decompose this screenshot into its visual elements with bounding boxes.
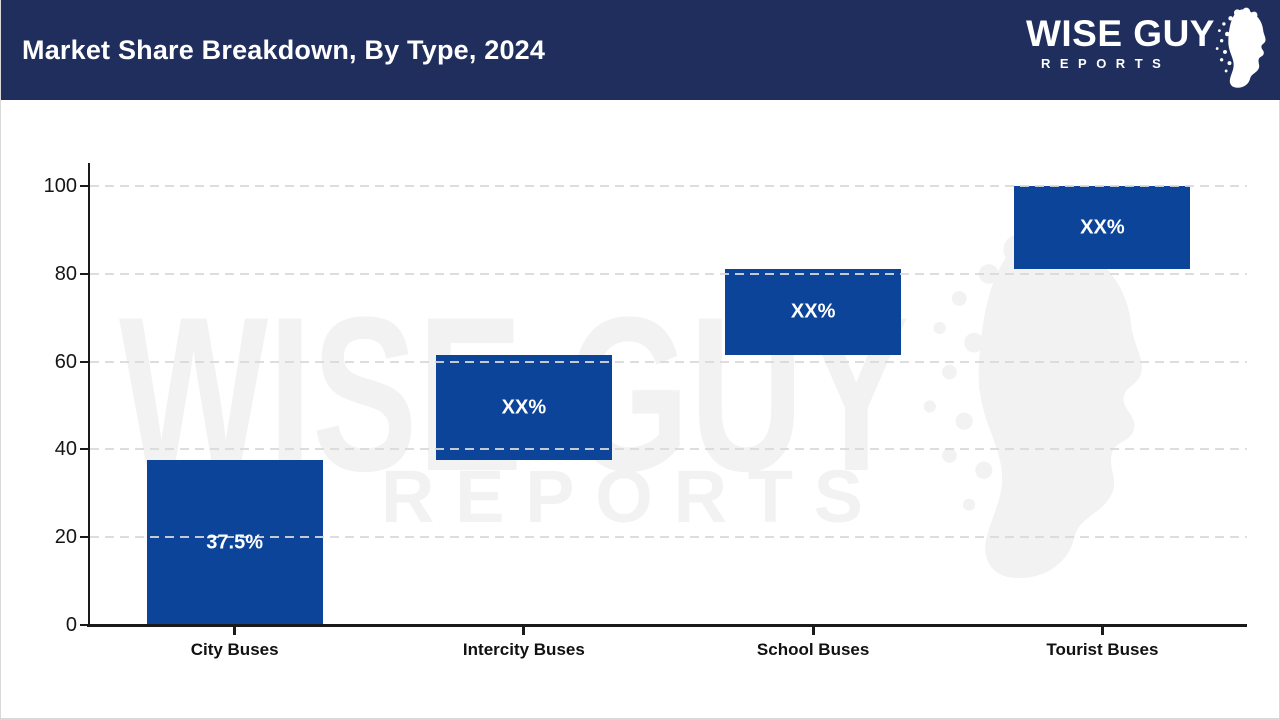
y-tick-label-40: 40: [54, 438, 77, 461]
y-tick-label-80: 80: [54, 262, 77, 285]
y-tick-label-20: 20: [54, 526, 77, 549]
x-tick-mark-city-buses: [233, 627, 237, 635]
bar-intercity-buses: [435, 355, 612, 461]
y-tick-label-0: 0: [65, 614, 77, 636]
brand-head-dots-icon: [1201, 6, 1277, 90]
category-label-intercity-buses: Intercity Buses: [462, 640, 585, 659]
brand-logo: WISE GUY REPORTS: [1025, 13, 1215, 71]
page-title: Market Share Breakdown, By Type, 2024: [22, 34, 546, 65]
x-axis-spine: [87, 624, 1247, 627]
y-tick-mark-0: [80, 624, 89, 626]
category-label-school-buses: School Buses: [756, 640, 870, 659]
y-tick-label-60: 60: [54, 350, 77, 373]
category-label-tourist-buses: Tourist Buses: [1046, 640, 1159, 659]
header-bar: Market Share Breakdown, By Type, 2024 WI…: [1, 0, 1280, 100]
y-tick-label-100: 100: [43, 175, 77, 197]
x-tick-mark-school-buses: [811, 627, 815, 635]
brand-subtext: REPORTS: [1040, 55, 1171, 71]
y-axis-spine: [88, 163, 90, 625]
y-tick-mark-60: [80, 360, 89, 363]
y-tick-mark-40: [80, 448, 89, 451]
bar-tourist-buses: [1014, 186, 1191, 270]
brand-wordmark: WISE GUY: [1025, 13, 1215, 54]
y-tick-mark-80: [80, 272, 89, 275]
y-tick-mark-100: [80, 185, 89, 187]
x-tick-mark-intercity-buses: [522, 627, 526, 635]
bar-city-buses: [146, 460, 323, 625]
x-tick-mark-tourist-buses: [1100, 627, 1104, 635]
category-label-city-buses: City Buses: [190, 640, 279, 659]
y-tick-mark-20: [80, 536, 89, 539]
bar-school-buses: [725, 269, 902, 356]
bars-layer: [90, 186, 1247, 625]
